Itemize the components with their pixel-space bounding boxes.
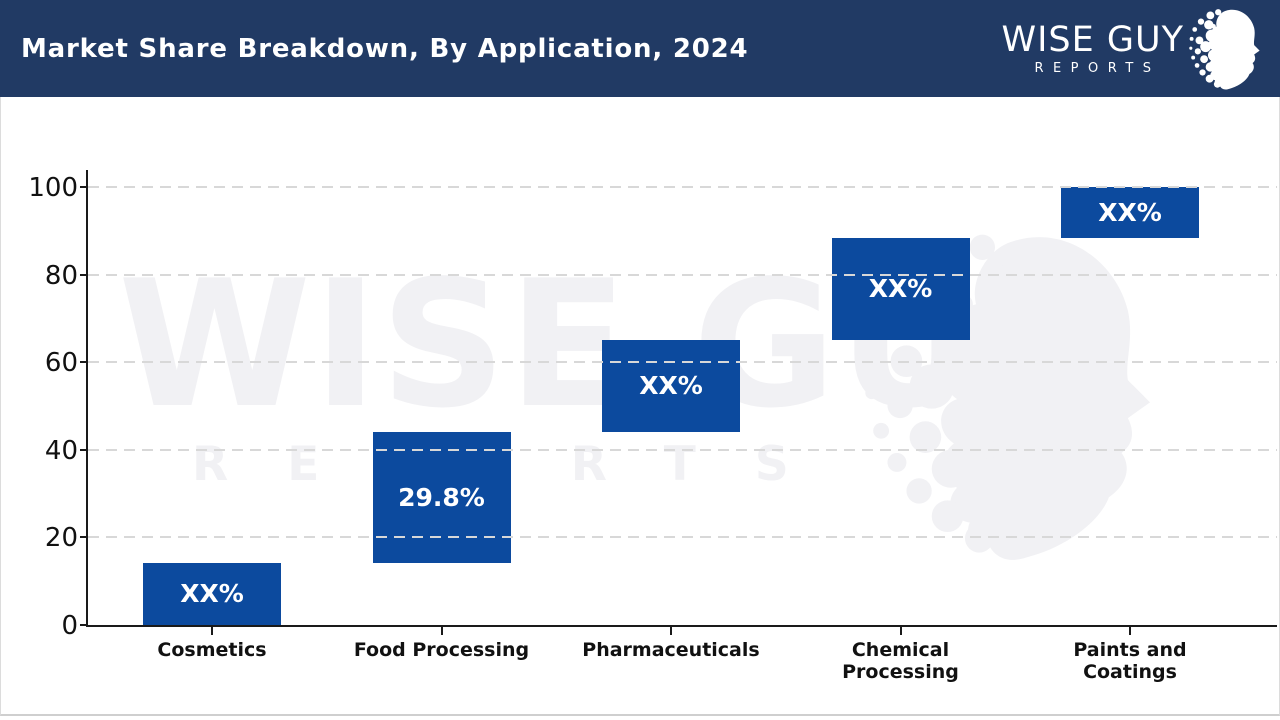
watermark-subtitle: REPORTS xyxy=(192,437,848,492)
x-tick-mark xyxy=(440,627,443,635)
x-tick-mark xyxy=(670,627,672,635)
bar-value-label: XX% xyxy=(868,274,933,304)
bar-chemical-processing: XX% xyxy=(831,237,970,340)
x-tick-mark xyxy=(1129,627,1131,635)
gridline-60 xyxy=(88,361,1277,364)
y-tick-label: 20 xyxy=(44,523,78,554)
bar-value-label: XX% xyxy=(180,579,244,609)
logo-subtitle: REPORTS xyxy=(1034,60,1161,76)
x-tick-label: Paints and Coatings xyxy=(1073,639,1187,683)
y-tick-mark xyxy=(80,273,88,276)
gridline-20 xyxy=(88,536,1277,539)
gridline-100 xyxy=(88,186,1277,188)
y-tick-mark xyxy=(80,536,88,539)
x-tick-label: Chemical Processing xyxy=(842,639,959,683)
page-title: Market Share Breakdown, By Application, … xyxy=(21,33,749,64)
header: Market Share Breakdown, By Application, … xyxy=(0,0,1280,97)
y-tick-label: 100 xyxy=(28,173,78,203)
x-axis-line xyxy=(86,625,1277,627)
bar-value-label: XX% xyxy=(639,371,703,401)
bar-value-label: XX% xyxy=(1098,197,1162,227)
y-axis-line xyxy=(86,170,88,627)
y-tick-mark xyxy=(80,186,88,188)
y-tick-label: 40 xyxy=(44,435,78,466)
gridline-80 xyxy=(88,273,1277,276)
y-tick-mark xyxy=(80,448,88,451)
bar-food-processing: 29.8% xyxy=(372,431,511,563)
x-tick-mark xyxy=(899,627,902,635)
dotted-face-profile-icon xyxy=(1189,8,1260,89)
x-tick-label: Pharmaceuticals xyxy=(582,639,760,661)
x-tick-label: Cosmetics xyxy=(157,639,267,661)
x-tick-mark xyxy=(211,627,213,635)
bar-value-label: 29.8% xyxy=(398,482,485,512)
logo-text: WISE GUY REPORTS xyxy=(1001,22,1184,76)
bar-cosmetics: XX% xyxy=(143,562,281,625)
y-tick-label: 80 xyxy=(44,260,78,291)
y-tick-mark xyxy=(80,624,88,626)
y-tick-label: 60 xyxy=(44,348,78,379)
y-tick-label: 0 xyxy=(61,611,78,641)
wise-guy-reports-logo: WISE GUY REPORTS xyxy=(1001,6,1266,92)
gridline-40 xyxy=(88,448,1277,451)
bar-paints-and-coatings: XX% xyxy=(1061,187,1199,238)
x-tick-label: Food Processing xyxy=(353,639,530,661)
logo-wordmark: WISE GUY xyxy=(1001,19,1184,60)
bar-pharmaceuticals: XX% xyxy=(602,339,740,432)
y-tick-mark xyxy=(80,361,88,364)
